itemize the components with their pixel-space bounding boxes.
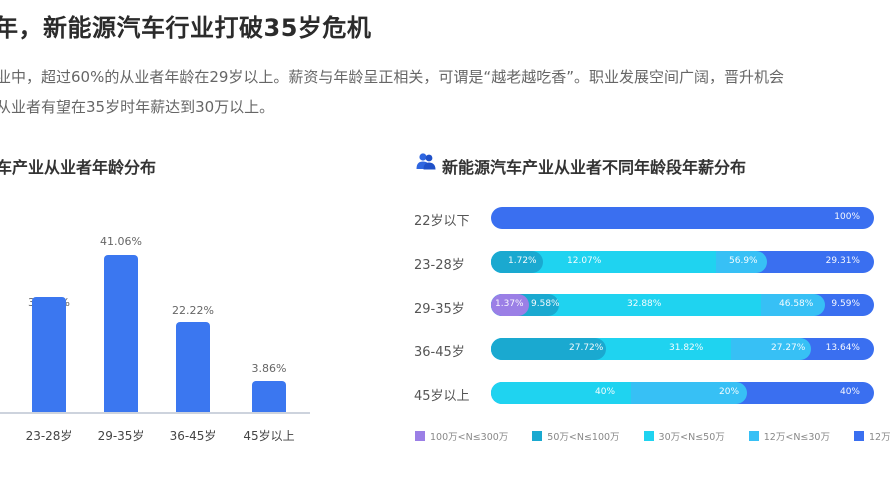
segment-30-50 xyxy=(491,294,761,316)
intro-paragraph-line-2: 从业者有望在35岁时年薪达到30万以上。 xyxy=(0,98,275,116)
bar-value-label: 22.22% xyxy=(172,304,214,317)
x-axis-line xyxy=(0,412,310,414)
bar-23-28 xyxy=(32,297,66,412)
segment-50-100 xyxy=(491,251,543,273)
category-label-cut-off: 岁 xyxy=(0,427,8,444)
legend-swatch xyxy=(532,431,543,441)
segment-100-300 xyxy=(491,294,529,316)
legend-item[interactable]: 12万及以下 xyxy=(853,429,890,443)
segment-label: 56.9% xyxy=(729,256,758,266)
legend-label: 50万<N≤100万 xyxy=(547,432,620,443)
category-label: 45岁以上 xyxy=(243,429,295,443)
segment-30-50 xyxy=(491,382,631,404)
row-label: 22岁以下 xyxy=(414,214,470,229)
segment-label: 29.31% xyxy=(825,256,860,266)
legend-item[interactable]: 30万<N≤50万 xyxy=(643,429,725,443)
segment-label: 46.58% xyxy=(779,299,814,309)
legend-swatch xyxy=(643,431,654,441)
category-label: 29-35岁 xyxy=(97,429,145,443)
bar-45-plus xyxy=(252,381,286,412)
chart-legend: 100万<N≤300万 50万<N≤100万 30万<N≤50万 12万<N≤3… xyxy=(415,429,890,443)
legend-label: 30万<N≤50万 xyxy=(658,432,725,443)
segment-label: 12.07% xyxy=(567,256,602,266)
salary-bar-row: 1.37% 9.58% 32.88% 46.58% 9.59% xyxy=(491,294,874,316)
row-label: 23-28岁 xyxy=(414,258,465,273)
bar-29-35 xyxy=(104,255,138,412)
age-distribution-chart: 30.92% 23-28岁 41.06% 29-35岁 22.22% 36-45… xyxy=(0,180,320,450)
legend-item[interactable]: 100万<N≤300万 xyxy=(415,429,508,443)
segment-label: 1.72% xyxy=(508,256,537,266)
row-label: 45岁以上 xyxy=(414,389,470,404)
salary-bar-row: 1.72% 12.07% 56.9% 29.31% xyxy=(491,251,874,273)
legend-label: 12万<N≤30万 xyxy=(763,432,830,443)
bar-36-45 xyxy=(176,322,210,412)
people-icon xyxy=(416,153,436,170)
category-label: 23-28岁 xyxy=(25,429,73,443)
bar-value-label: 41.06% xyxy=(100,235,142,248)
legend-label: 12万及以下 xyxy=(868,432,890,443)
row-label: 29-35岁 xyxy=(414,302,465,317)
segment-label: 40% xyxy=(839,387,860,397)
segment-label: 31.82% xyxy=(669,343,704,353)
salary-distribution-chart-title: 新能源汽车产业从业者不同年龄段年薪分布 xyxy=(442,158,747,177)
page-headline: 年，新能源汽车行业打破35岁危机 xyxy=(0,14,372,42)
legend-swatch xyxy=(415,431,425,441)
segment-30-50 xyxy=(491,251,716,273)
intro-paragraph-line-1: 业中，超过60%的从业者年龄在29岁以上。薪资与年龄呈正相关，可谓是“越老越吃香… xyxy=(0,68,784,86)
segment-label: 9.59% xyxy=(831,299,860,309)
segment-label: 1.37% xyxy=(495,299,524,309)
category-label: 36-45岁 xyxy=(169,429,217,443)
segment-50-100 xyxy=(491,338,606,360)
legend-swatch xyxy=(853,431,864,441)
legend-item[interactable]: 12万<N≤30万 xyxy=(748,429,830,443)
segment-label: 27.27% xyxy=(771,343,806,353)
segment-label: 27.72% xyxy=(569,343,604,353)
segment-label: 32.88% xyxy=(627,299,662,309)
legend-label: 100万<N≤300万 xyxy=(430,432,509,443)
segment-label: 40% xyxy=(595,387,616,397)
salary-bar-row: 27.72% 31.82% 27.27% 13.64% xyxy=(491,338,874,360)
segment-label: 100% xyxy=(834,212,860,222)
legend-swatch xyxy=(748,431,759,441)
salary-bar-row: 100% xyxy=(491,207,874,229)
age-distribution-chart-title: 车产业从业者年龄分布 xyxy=(0,158,157,177)
salary-bar-row: 40% 20% 40% xyxy=(491,382,874,404)
segment-label: 20% xyxy=(719,387,740,397)
segment-label: 9.58% xyxy=(531,299,560,309)
bar-value-label: 3.86% xyxy=(251,362,287,375)
segment-label: 13.64% xyxy=(825,343,860,353)
row-label: 36-45岁 xyxy=(414,345,465,360)
legend-item[interactable]: 50万<N≤100万 xyxy=(532,429,620,443)
